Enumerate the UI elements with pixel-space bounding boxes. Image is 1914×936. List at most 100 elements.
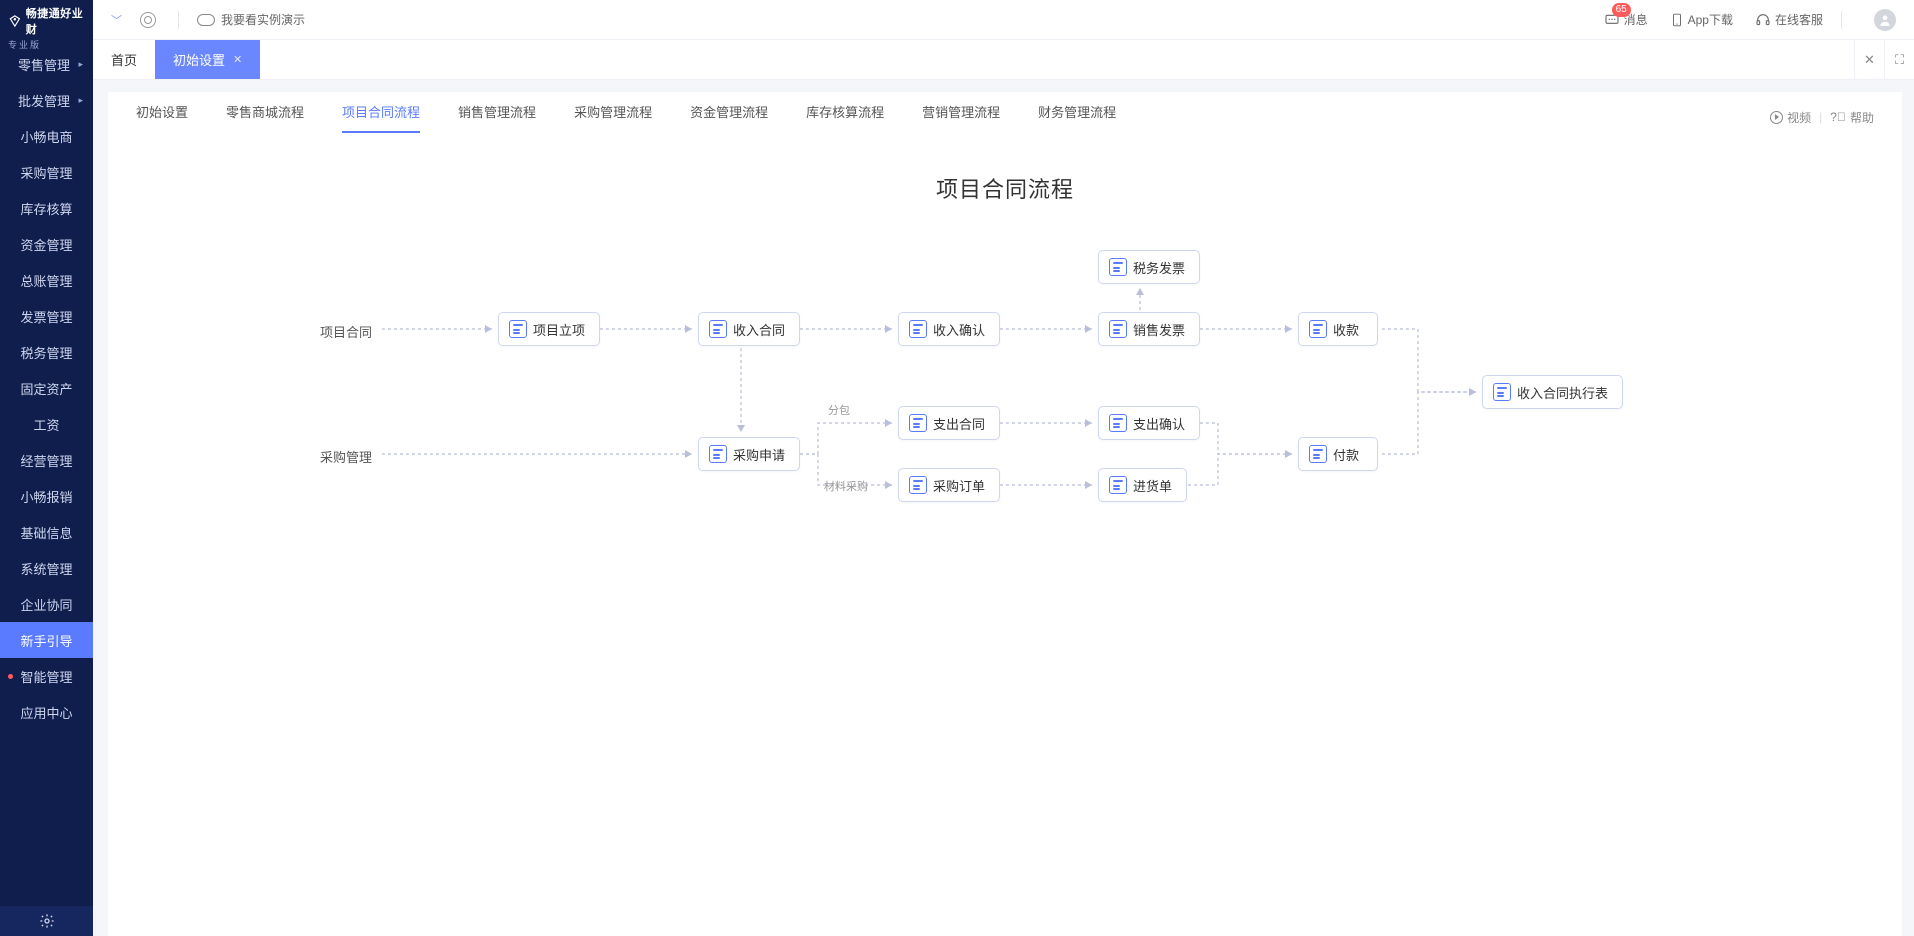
flow-node-n9[interactable]: 采购订单 (898, 468, 1000, 502)
sidebar-settings-button[interactable] (0, 906, 93, 936)
flowchart: 项目合同流程 项目合同采购管理分包材料采购项目立项收入合同收入确认销售发票税务发… (108, 142, 1902, 862)
subtab-7[interactable]: 营销管理流程 (922, 102, 1000, 133)
flow-node-n8[interactable]: 支出合同 (898, 406, 1000, 440)
flow-node-n2[interactable]: 收入合同 (698, 312, 800, 346)
flow-node-label: 支出确认 (1133, 414, 1185, 433)
sidebar-item-14[interactable]: 系统管理 (0, 550, 93, 586)
flow-node-label: 销售发票 (1133, 320, 1185, 339)
document-icon (1309, 320, 1327, 338)
subtab-3[interactable]: 销售管理流程 (458, 102, 536, 133)
gear-icon (39, 913, 55, 929)
flow-node-n7[interactable]: 采购申请 (698, 437, 800, 471)
flow-node-label: 税务发票 (1133, 258, 1185, 277)
header-bar: ﹀ 我要看实例演示 65 消息 App下载 在线客服 (93, 0, 1914, 40)
subtab-bar: 初始设置 零售商城流程 项目合同流程 销售管理流程 采购管理流程 资金管理流程 库存核算流程… (108, 92, 1902, 142)
flow-node-label: 收入确认 (933, 320, 985, 339)
flow-node-label: 采购订单 (933, 476, 985, 495)
sidebar-item-11[interactable]: 经营管理 (0, 442, 93, 478)
fullscreen-button[interactable]: ⛶ (1884, 40, 1914, 79)
document-icon (1109, 320, 1127, 338)
sidebar-item-17[interactable]: 智能管理 (0, 658, 93, 694)
tab-0[interactable]: 首页 (93, 40, 155, 79)
help-link[interactable]: 帮助 (1850, 109, 1874, 126)
flow-row-label: 项目合同 (320, 322, 372, 341)
subtab-1[interactable]: 零售商城流程 (226, 102, 304, 133)
header-divider (178, 11, 179, 29)
sidebar-item-5[interactable]: 资金管理 (0, 226, 93, 262)
flow-node-label: 收入合同执行表 (1517, 383, 1608, 402)
sidebar-item-15[interactable]: 企业协同 (0, 586, 93, 622)
subtab-0[interactable]: 初始设置 (136, 102, 188, 133)
sidebar-item-2[interactable]: 小畅电商 (0, 118, 93, 154)
flow-node-label: 进货单 (1133, 476, 1172, 495)
sidebar-item-8[interactable]: 税务管理 (0, 334, 93, 370)
flow-edge-label: 分包 (828, 402, 850, 418)
flow-node-n3[interactable]: 收入确认 (898, 312, 1000, 346)
sidebar-item-18[interactable]: 应用中心 (0, 694, 93, 730)
sidebar-item-4[interactable]: 库存核算 (0, 190, 93, 226)
subtab-5[interactable]: 资金管理流程 (690, 102, 768, 133)
online-service-label: 在线客服 (1775, 11, 1823, 28)
subtab-6[interactable]: 库存核算流程 (806, 102, 884, 133)
cloud-icon (197, 14, 215, 26)
sidebar-item-10[interactable]: 工资 (0, 406, 93, 442)
sidebar-item-3[interactable]: 采购管理 (0, 154, 93, 190)
document-icon (1309, 445, 1327, 463)
subtab-2[interactable]: 项目合同流程 (342, 102, 420, 133)
subtab-4[interactable]: 采购管理流程 (574, 102, 652, 133)
online-service-button[interactable]: 在线客服 (1755, 11, 1823, 28)
page-content: 初始设置零售商城流程项目合同流程销售管理流程采购管理流程资金管理流程库存核算流程… (108, 92, 1902, 936)
document-icon (909, 476, 927, 494)
sidebar-nav: 零售管理批发管理小畅电商采购管理库存核算资金管理总账管理发票管理税务管理固定资产… (0, 46, 93, 730)
document-icon (1109, 258, 1127, 276)
help-icon: ?⃝ (1830, 110, 1846, 124)
sidebar-item-9[interactable]: 固定资产 (0, 370, 93, 406)
flow-node-n13[interactable]: 收入合同执行表 (1482, 375, 1623, 409)
document-icon (1493, 383, 1511, 401)
flow-node-label: 付款 (1333, 445, 1359, 464)
tab-close-button[interactable]: ✕ (1854, 40, 1884, 79)
header-settings-button[interactable] (140, 12, 156, 28)
tab-close-icon[interactable]: ✕ (233, 53, 242, 66)
sidebar-item-1[interactable]: 批发管理 (0, 82, 93, 118)
flow-node-n12[interactable]: 付款 (1298, 437, 1378, 471)
play-icon (1770, 111, 1783, 124)
flow-node-n11[interactable]: 进货单 (1098, 468, 1187, 502)
flow-node-n5[interactable]: 税务发票 (1098, 250, 1200, 284)
brand-logo: 畅捷通好业财 专业版 (0, 0, 93, 40)
document-icon (509, 320, 527, 338)
sidebar-item-0[interactable]: 零售管理 (0, 46, 93, 82)
brand-mark-icon (8, 13, 22, 29)
flow-node-n6[interactable]: 收款 (1298, 312, 1378, 346)
flow-node-label: 项目立项 (533, 320, 585, 339)
sidebar-item-16[interactable]: 新手引导 (0, 622, 93, 658)
sidebar-item-6[interactable]: 总账管理 (0, 262, 93, 298)
tab-1[interactable]: 初始设置✕ (155, 40, 260, 79)
document-icon (709, 445, 727, 463)
app-download-button[interactable]: App下载 (1670, 11, 1733, 28)
header-divider-2 (1841, 11, 1842, 29)
flow-node-label: 采购申请 (733, 445, 785, 464)
sidebar: 畅捷通好业财 专业版 零售管理批发管理小畅电商采购管理库存核算资金管理总账管理发… (0, 0, 93, 936)
phone-icon (1670, 12, 1684, 28)
sidebar-item-13[interactable]: 基础信息 (0, 514, 93, 550)
sidebar-item-12[interactable]: 小畅报销 (0, 478, 93, 514)
flow-title: 项目合同流程 (108, 172, 1902, 204)
flow-node-label: 收款 (1333, 320, 1359, 339)
flow-node-n4[interactable]: 销售发票 (1098, 312, 1200, 346)
sidebar-item-7[interactable]: 发票管理 (0, 298, 93, 334)
subtab-8[interactable]: 财务管理流程 (1038, 102, 1116, 133)
headset-icon (1755, 12, 1771, 28)
demo-link[interactable]: 我要看实例演示 (221, 11, 305, 28)
brand-name: 畅捷通好业财 (26, 5, 85, 37)
flow-node-n10[interactable]: 支出确认 (1098, 406, 1200, 440)
messages-button[interactable]: 65 消息 (1604, 11, 1648, 28)
flow-node-label: 支出合同 (933, 414, 985, 433)
video-link[interactable]: 视频 (1787, 109, 1811, 126)
user-avatar[interactable] (1874, 9, 1896, 31)
flow-node-n1[interactable]: 项目立项 (498, 312, 600, 346)
tab-strip: 首页初始设置✕ ✕ ⛶ (93, 40, 1914, 80)
user-icon (1878, 13, 1892, 27)
flow-node-label: 收入合同 (733, 320, 785, 339)
org-selector-chevron[interactable]: ﹀ (111, 12, 122, 28)
